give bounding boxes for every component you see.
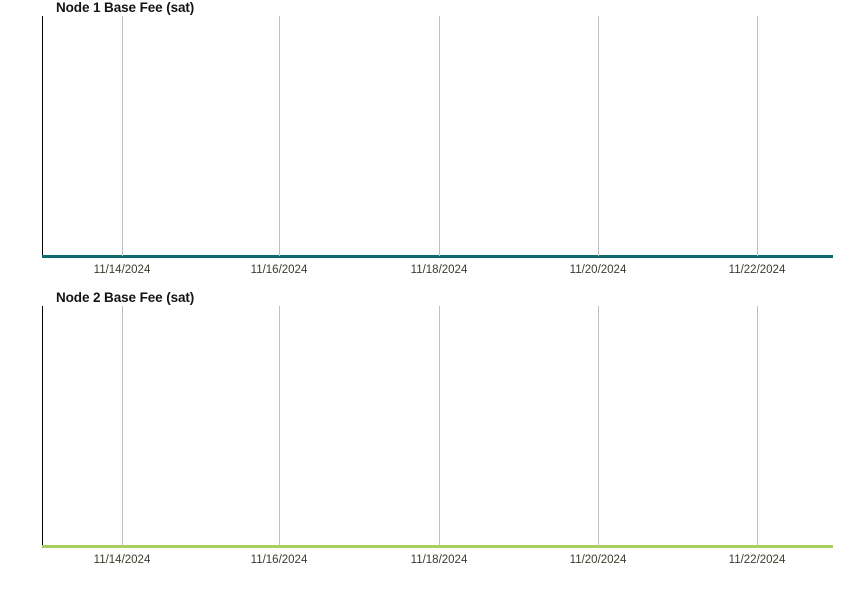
chart-panel-node-1: Node 1 Base Fee (sat) 11/14/2024 11/16/20…: [0, 0, 860, 290]
gridline-5: [757, 306, 758, 546]
chart-title-node-1: Node 1 Base Fee (sat): [56, 0, 195, 15]
x-tick-label-5: 11/22/2024: [728, 264, 786, 276]
x-tick-label-3: 11/18/2024: [410, 554, 468, 566]
series-line-node-1-base-fee: [42, 255, 833, 258]
gridline-1: [122, 16, 123, 256]
x-tick-label-3: 11/18/2024: [410, 264, 468, 276]
y-axis-node-2: [42, 306, 43, 547]
x-tick-label-4: 11/20/2024: [569, 554, 627, 566]
gridline-3: [439, 16, 440, 256]
gridline-3: [439, 306, 440, 546]
gridline-5: [757, 16, 758, 256]
x-tick-label-4: 11/20/2024: [569, 264, 627, 276]
chart-title-node-2: Node 2 Base Fee (sat): [56, 290, 195, 305]
gridline-4: [598, 16, 599, 256]
x-tick-label-1: 11/14/2024: [93, 554, 151, 566]
series-line-node-2-base-fee: [42, 545, 833, 548]
plot-area-node-2: [42, 306, 860, 546]
gridline-2: [279, 306, 280, 546]
gridline-2: [279, 16, 280, 256]
gridline-1: [122, 306, 123, 546]
x-tick-label-1: 11/14/2024: [93, 264, 151, 276]
y-axis-node-1: [42, 16, 43, 257]
x-tick-label-5: 11/22/2024: [728, 554, 786, 566]
chart-panel-node-2: Node 2 Base Fee (sat) 11/14/2024 11/16/20…: [0, 290, 860, 580]
gridline-4: [598, 306, 599, 546]
plot-area-node-1: [42, 16, 860, 256]
x-tick-label-2: 11/16/2024: [250, 554, 308, 566]
x-tick-label-2: 11/16/2024: [250, 264, 308, 276]
